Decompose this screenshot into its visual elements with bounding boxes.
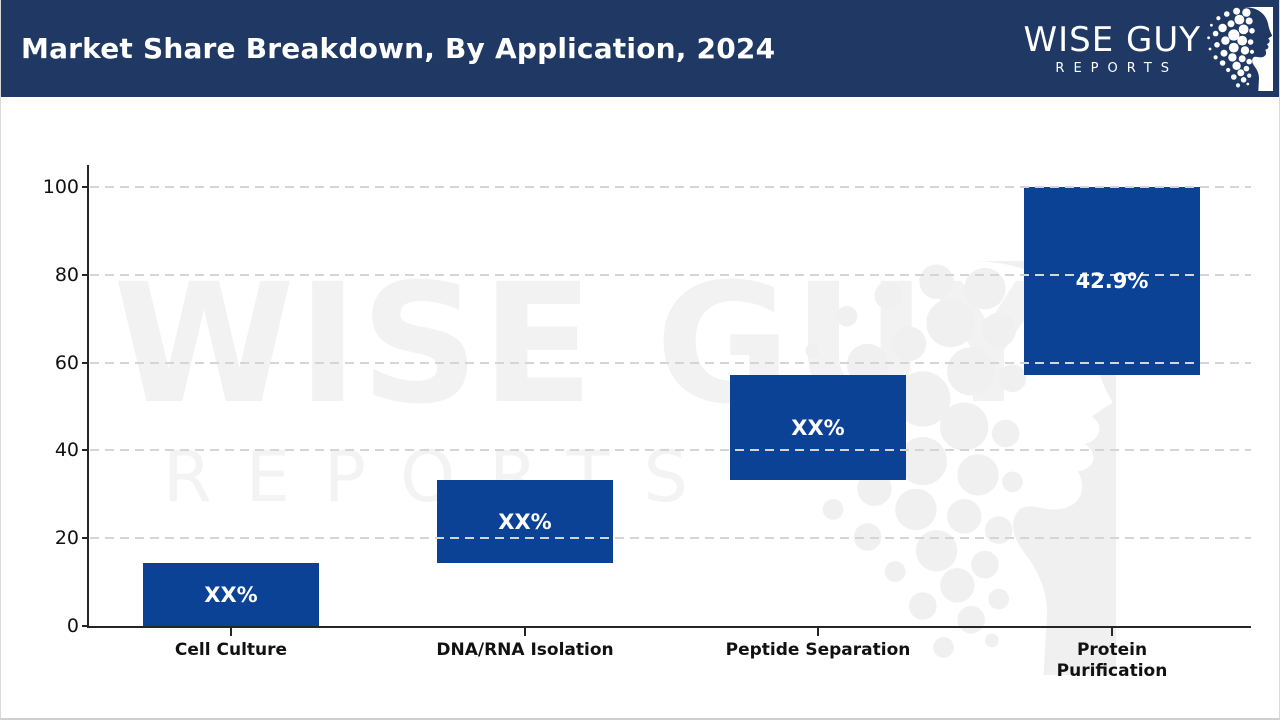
bar-value-label-1: XX% bbox=[204, 582, 258, 607]
bar-value-label-4: 42.9% bbox=[1075, 269, 1149, 294]
brand-name: WISE GUY bbox=[1023, 19, 1201, 60]
x-tick-2 bbox=[524, 628, 526, 636]
y-tick-label-60: 60 bbox=[54, 351, 79, 374]
chart-title: Market Share Breakdown, By Application, … bbox=[21, 32, 776, 65]
y-tick-label-40: 40 bbox=[54, 439, 79, 462]
x-tick-3 bbox=[817, 628, 819, 636]
y-tick-label-0: 0 bbox=[66, 615, 79, 637]
y-tick-0 bbox=[82, 625, 89, 627]
y-tick-label-20: 20 bbox=[54, 527, 79, 550]
gridline-60 bbox=[90, 361, 1251, 364]
gridline-80 bbox=[90, 273, 1251, 276]
face-profile-icon bbox=[1207, 6, 1273, 91]
bar-segment-2 bbox=[437, 479, 613, 564]
y-tick-20 bbox=[82, 537, 89, 540]
y-tick-40 bbox=[82, 449, 89, 452]
gridline-20 bbox=[90, 537, 1251, 540]
chart-canvas: 0 20 40 60 80 100 XX% Cell Culture XX% DNA/RNA Is… bbox=[1, 97, 1279, 718]
y-tick-60 bbox=[82, 361, 89, 364]
category-label-3: Peptide Separation bbox=[725, 640, 911, 660]
brand-subname: REPORTS bbox=[1055, 60, 1179, 76]
x-tick-4 bbox=[1111, 628, 1113, 636]
y-tick-80 bbox=[82, 273, 89, 276]
brand-logo: WISE GUY REPORTS bbox=[1023, 0, 1273, 97]
category-label-4: Protein Purification bbox=[1056, 640, 1168, 681]
bar-segment-1 bbox=[143, 563, 319, 626]
y-tick-label-80: 80 bbox=[54, 263, 79, 286]
x-tick-1 bbox=[230, 628, 232, 636]
bar-value-label-2: XX% bbox=[498, 509, 552, 534]
x-axis-line bbox=[87, 626, 1251, 628]
gridline-100 bbox=[90, 186, 1251, 188]
y-axis-line bbox=[87, 165, 89, 628]
category-label-1: Cell Culture bbox=[174, 640, 288, 660]
header-band: Market Share Breakdown, By Application, … bbox=[1, 0, 1279, 97]
bar-value-label-3: XX% bbox=[791, 415, 845, 440]
y-tick-100 bbox=[82, 186, 89, 188]
category-label-2: DNA/RNA Isolation bbox=[436, 640, 614, 660]
gridline-40 bbox=[90, 449, 1251, 452]
y-tick-label-100: 100 bbox=[42, 176, 79, 198]
brand-logo-text: WISE GUY REPORTS bbox=[1023, 22, 1201, 76]
